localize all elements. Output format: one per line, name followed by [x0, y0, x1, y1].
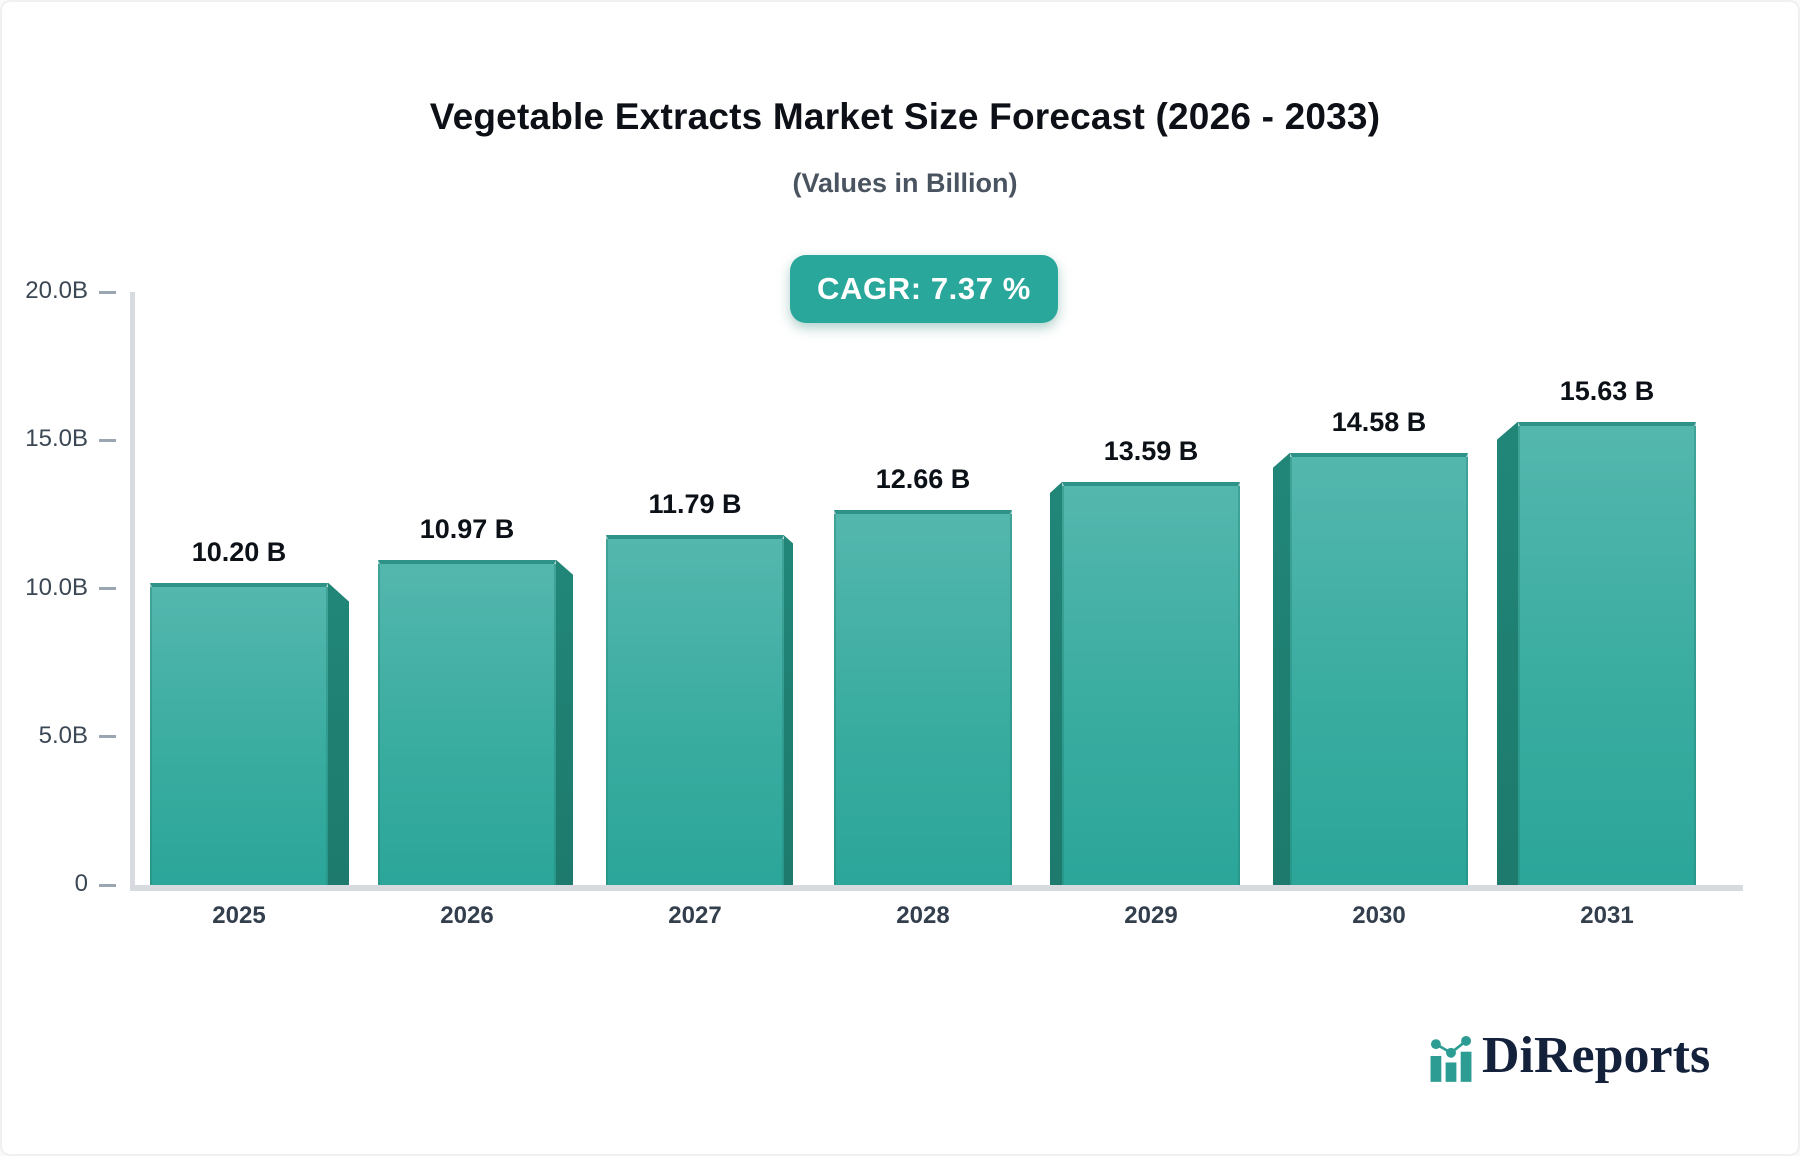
logo-text: DiReports [1482, 1027, 1711, 1084]
bar-2028 [834, 509, 1012, 885]
y-axis-tick-label: 5.0B [38, 721, 88, 749]
logo: DiReports [1424, 1028, 1710, 1084]
x-axis-line [130, 885, 1743, 891]
cagr-badge-label: CAGR: 7.37 % [817, 271, 1031, 306]
y-axis-tick [99, 290, 116, 294]
bar-3d-side-2025 [328, 582, 349, 885]
bar-2031 [1518, 421, 1696, 885]
x-axis-label-2027: 2027 [668, 902, 722, 929]
chart-title: Vegetable Extracts Market Size Forecast … [429, 96, 1381, 137]
cagr-badge: CAGR: 7.37 % [790, 255, 1058, 323]
bar-value-label: 11.79 B [648, 489, 742, 520]
x-axis-label-2025: 2025 [212, 902, 266, 929]
x-axis-label-2029: 2029 [1124, 902, 1178, 929]
x-axis-label-2026: 2026 [440, 902, 494, 929]
bar-3d-side-2026 [556, 559, 573, 885]
bar-value-label: 10.20 B [191, 536, 287, 567]
bar-2027 [606, 535, 784, 885]
y-axis-tick-label: 10.0B [25, 573, 88, 601]
bar-value-label: 10.97 B [419, 513, 515, 544]
bar-3d-side-2027 [784, 535, 793, 885]
bar-3d-side-2030 [1273, 452, 1290, 885]
bar-2025 [150, 582, 328, 885]
bar-3d-side-2029 [1050, 482, 1062, 885]
y-axis-tick [99, 883, 116, 887]
bar-value-label: 15.63 B [1559, 375, 1655, 406]
x-axis-label-2030: 2030 [1352, 902, 1406, 929]
y-axis-tick [99, 735, 116, 739]
x-axis-label-2028: 2028 [896, 902, 950, 929]
y-axis-tick-label: 15.0B [25, 425, 88, 453]
y-axis-tick [99, 438, 116, 442]
bar-value-label: 12.66 B [875, 463, 971, 494]
chart-subtitle: (Values in Billion) [792, 168, 1018, 198]
y-axis-tick-label: 0 [74, 870, 88, 897]
y-axis-tick [99, 587, 116, 590]
bar-3d-side-2031 [1497, 421, 1518, 885]
mini-bar-chart-icon [1430, 1035, 1472, 1082]
bar-value-label: 13.59 B [1103, 436, 1199, 467]
bar-value-label: 14.58 B [1331, 406, 1427, 437]
y-axis-tick-label: 20.0B [25, 277, 88, 304]
bar-2030 [1290, 452, 1468, 885]
y-axis-line [130, 292, 135, 889]
bar-2029 [1062, 482, 1240, 885]
bar-2026 [378, 559, 556, 885]
x-axis-label-2031: 2031 [1580, 902, 1634, 929]
